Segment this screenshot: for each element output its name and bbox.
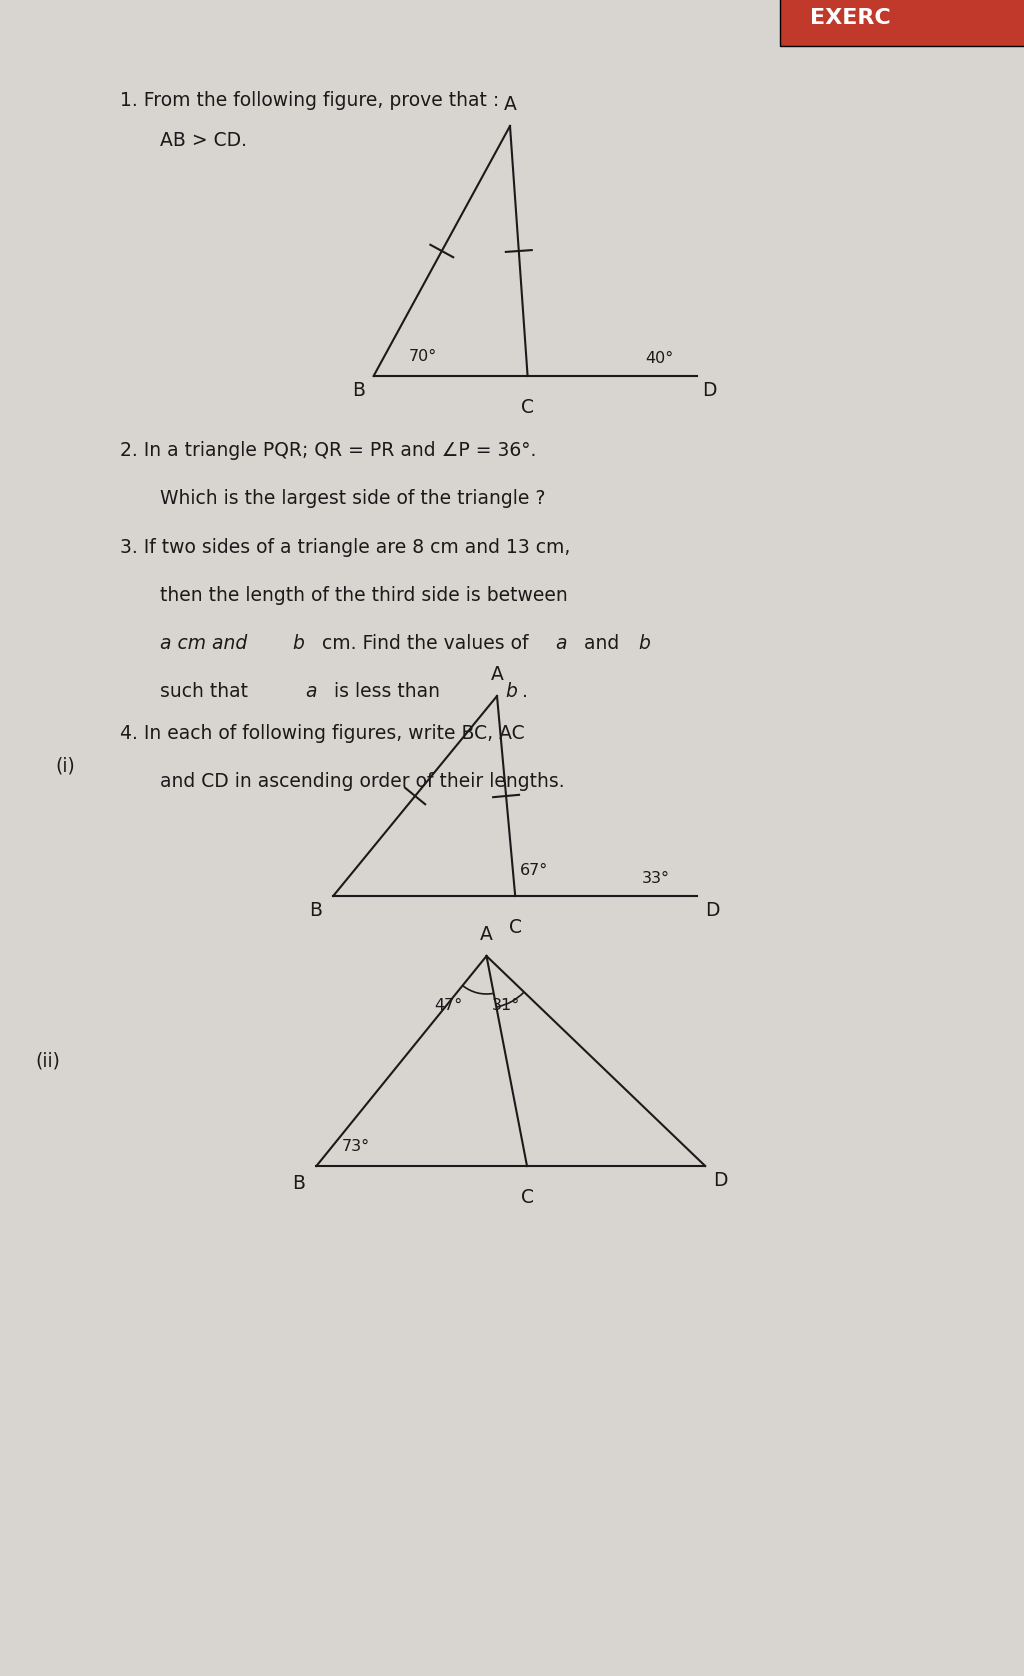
Text: EXERC: EXERC	[810, 8, 891, 28]
Text: 31°: 31°	[492, 997, 520, 1012]
Text: cm. Find the values of: cm. Find the values of	[316, 634, 535, 654]
Text: .: .	[522, 682, 528, 701]
Text: and CD in ascending order of their lengths.: and CD in ascending order of their lengt…	[160, 773, 564, 791]
Text: b: b	[638, 634, 650, 654]
Text: 67°: 67°	[520, 863, 549, 878]
Text: B: B	[308, 902, 322, 920]
Text: 33°: 33°	[642, 872, 670, 887]
Text: (ii): (ii)	[35, 1051, 59, 1071]
Text: 4. In each of following figures, write BC, AC: 4. In each of following figures, write B…	[120, 724, 524, 742]
Text: Which is the largest side of the triangle ?: Which is the largest side of the triangl…	[160, 489, 546, 508]
Text: 40°: 40°	[645, 350, 673, 365]
Text: 73°: 73°	[341, 1140, 370, 1155]
Text: and: and	[578, 634, 626, 654]
Text: a: a	[555, 634, 566, 654]
Text: a: a	[305, 682, 316, 701]
Text: A: A	[504, 96, 516, 114]
Text: A: A	[480, 925, 493, 944]
Text: 1. From the following figure, prove that :: 1. From the following figure, prove that…	[120, 91, 500, 111]
Text: b: b	[505, 682, 517, 701]
Text: 70°: 70°	[409, 349, 437, 364]
Text: C: C	[509, 918, 521, 937]
Text: such that: such that	[160, 682, 254, 701]
Text: C: C	[520, 1188, 534, 1207]
Text: D: D	[701, 380, 716, 401]
Text: then the length of the third side is between: then the length of the third side is bet…	[160, 587, 567, 605]
Text: a cm and: a cm and	[160, 634, 253, 654]
Text: is less than: is less than	[328, 682, 446, 701]
Text: D: D	[705, 902, 720, 920]
Text: AB > CD.: AB > CD.	[160, 131, 247, 149]
Text: D: D	[713, 1172, 727, 1190]
Text: B: B	[292, 1173, 305, 1193]
Text: C: C	[521, 397, 535, 417]
Text: 2. In a triangle PQR; QR = PR and ∠P = 36°.: 2. In a triangle PQR; QR = PR and ∠P = 3…	[120, 441, 537, 459]
Text: b: b	[292, 634, 304, 654]
FancyBboxPatch shape	[780, 0, 1024, 45]
Text: (i): (i)	[55, 756, 75, 776]
Text: 47°: 47°	[434, 997, 463, 1012]
Text: B: B	[352, 380, 366, 401]
Text: A: A	[490, 665, 504, 684]
Text: 3. If two sides of a triangle are 8 cm and 13 cm,: 3. If two sides of a triangle are 8 cm a…	[120, 538, 570, 556]
